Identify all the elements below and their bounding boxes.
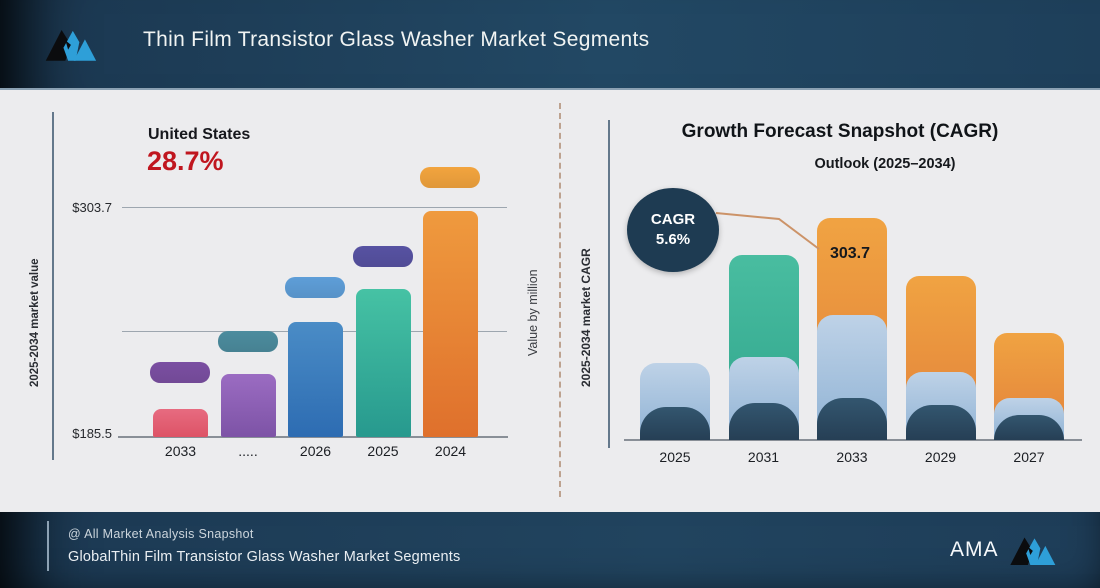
bar-2025 <box>355 288 411 437</box>
bar-..... <box>220 374 276 437</box>
cagr-badge-value: 5.6% <box>655 231 691 248</box>
x-tick-label: 2026 <box>299 443 332 459</box>
page-title: Thin Film Transistor Glass Washer Market… <box>143 28 650 51</box>
bar-base-2029 <box>905 404 976 440</box>
x-tick-label: 2027 <box>1013 449 1045 465</box>
bar-cap-2024 <box>420 166 480 188</box>
left-y-axis-title: 2025-2034 market value <box>29 258 41 387</box>
footer-brand-text: AMA <box>950 538 999 561</box>
y-tick-bottom: $185.5 <box>72 426 112 441</box>
x-tick-label: ..... <box>238 443 258 459</box>
footer-logo-icon <box>1010 537 1056 565</box>
value-by-million-label: Value by million <box>526 269 540 356</box>
footer-divider-line <box>47 521 49 571</box>
header-logo-icon <box>45 30 97 61</box>
bar-cap-2026 <box>285 277 345 299</box>
cagr-badge: CAGR 5.6% <box>627 188 719 272</box>
x-tick-label: 2033 <box>164 443 197 459</box>
x-tick-label: 2025 <box>367 443 399 459</box>
bar-2024 <box>423 211 478 437</box>
country-label: United States <box>148 126 251 143</box>
bar-cap-2025 <box>352 246 413 268</box>
panel-divider <box>559 103 561 497</box>
x-tick-label: 2029 <box>924 449 957 465</box>
bar-base-2033 <box>817 398 887 440</box>
bar-2026 <box>288 321 343 437</box>
y-tick-top: $303.7 <box>72 200 112 215</box>
x-tick-label: 2025 <box>659 449 691 465</box>
bar-base-2031 <box>728 402 799 440</box>
cagr-badge-title: CAGR <box>650 210 696 228</box>
gridline-303 <box>122 207 507 208</box>
bar-base-2025 <box>640 407 710 440</box>
country-growth-value: 28.7% <box>147 146 224 176</box>
right-x-axis-line <box>624 439 1082 441</box>
footer <box>0 512 1100 588</box>
peak-value-label: 303.7 <box>829 245 871 262</box>
right-chart-title: Growth Forecast Snapshot (CAGR) <box>681 121 999 142</box>
bar-cap-2033 <box>150 362 210 384</box>
footer-caption: GlobalThin Film Transistor Glass Washer … <box>68 549 461 565</box>
right-y-axis-title: 2025-2034 market CAGR <box>579 248 593 387</box>
bar-2033 <box>153 408 208 437</box>
right-y-axis-line <box>608 120 610 448</box>
x-tick-label: 2033 <box>836 449 868 465</box>
left-x-axis-line <box>118 436 508 438</box>
bar-cap-..... <box>217 331 278 353</box>
header: Thin Film Transistor Glass Washer Market… <box>0 0 1100 90</box>
right-chart-subtitle: Outlook (2025–2034) <box>814 156 956 172</box>
left-y-axis-line <box>52 112 54 460</box>
x-tick-label: 2031 <box>747 449 780 465</box>
x-tick-label: 2024 <box>434 443 467 459</box>
footer-credit: @ All Market Analysis Snapshot <box>68 527 254 541</box>
bar-base-2027 <box>994 415 1064 440</box>
